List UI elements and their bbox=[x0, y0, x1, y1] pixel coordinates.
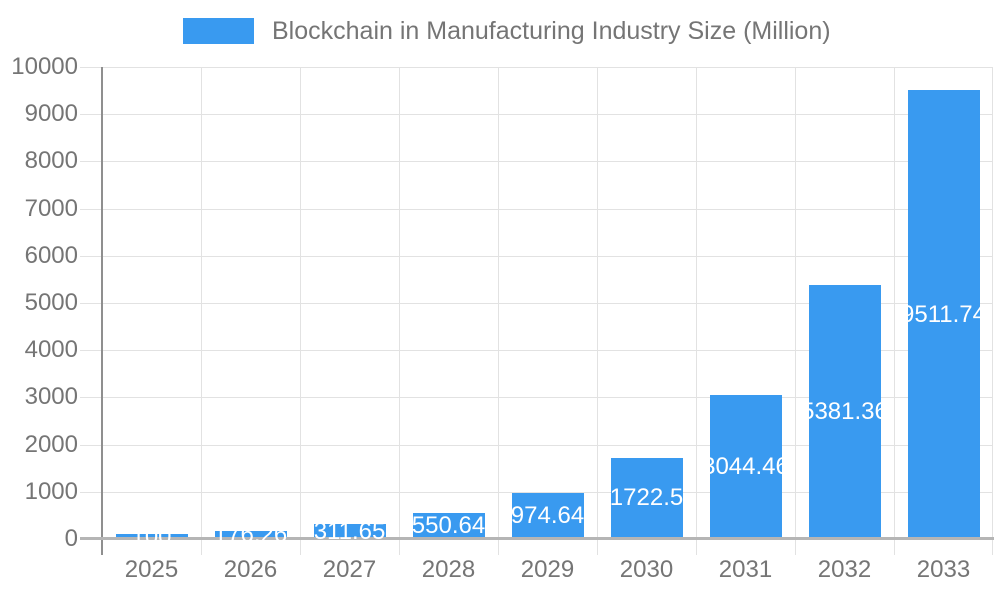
x-tick-label: 2027 bbox=[322, 556, 377, 583]
y-tick-label: 2000 bbox=[24, 430, 78, 458]
h-gridline bbox=[80, 350, 993, 352]
bar[interactable] bbox=[115, 534, 188, 539]
bar[interactable] bbox=[511, 493, 584, 539]
v-gridline bbox=[894, 67, 895, 555]
y-axis-line bbox=[101, 67, 103, 555]
bar-value-label: 1722.5 bbox=[609, 484, 684, 512]
bar-value-label: 550.64 bbox=[411, 512, 486, 539]
y-tick-label: 1000 bbox=[24, 477, 78, 505]
h-gridline bbox=[80, 67, 993, 68]
y-tick-label: 3000 bbox=[24, 383, 78, 411]
legend-swatch-icon[interactable] bbox=[183, 18, 254, 44]
y-tick-label: 6000 bbox=[24, 241, 78, 269]
bar-value-label: 5381.36 bbox=[801, 397, 888, 425]
bar-value-label: 100 bbox=[131, 522, 172, 550]
chart-legend[interactable]: Blockchain in Manufacturing Industry Siz… bbox=[183, 14, 831, 48]
y-tick-label: 5000 bbox=[24, 289, 78, 316]
y-tick-label: 4000 bbox=[24, 336, 78, 364]
h-gridline bbox=[80, 491, 993, 493]
legend-series-label[interactable]: Blockchain in Manufacturing Industry Siz… bbox=[272, 16, 831, 45]
plot-area: 100 176.26 311.65 550.64 974.64 1722.5 3044.46… bbox=[80, 67, 994, 555]
bar[interactable] bbox=[313, 524, 386, 539]
bar[interactable] bbox=[709, 395, 782, 539]
bar[interactable] bbox=[907, 90, 980, 539]
y-tick-label: 8000 bbox=[24, 147, 78, 175]
x-tick-label: 2028 bbox=[421, 556, 476, 583]
v-gridline bbox=[992, 67, 993, 555]
x-tick-label: 2032 bbox=[817, 556, 872, 583]
y-tick-label: 9000 bbox=[24, 100, 78, 128]
x-tick-label: 2031 bbox=[718, 556, 773, 583]
y-tick-label: 7000 bbox=[24, 194, 78, 222]
x-tick-label: 2030 bbox=[619, 556, 674, 583]
v-gridline bbox=[696, 67, 697, 555]
bar[interactable] bbox=[412, 513, 485, 539]
v-gridline bbox=[597, 67, 598, 555]
h-gridline bbox=[80, 208, 993, 210]
bar[interactable] bbox=[808, 285, 881, 539]
bar-value-label: 9511.74 bbox=[901, 300, 986, 328]
bar[interactable] bbox=[214, 530, 287, 539]
v-gridline bbox=[498, 67, 499, 555]
bar-value-label: 974.64 bbox=[510, 501, 585, 529]
x-tick-label: 2026 bbox=[223, 556, 278, 583]
x-axis-line bbox=[80, 537, 994, 540]
v-gridline bbox=[795, 67, 796, 555]
h-gridline bbox=[80, 114, 993, 116]
v-gridline bbox=[300, 67, 301, 555]
h-gridline bbox=[80, 397, 993, 399]
x-tick-label: 2029 bbox=[520, 556, 575, 583]
bar-value-label: 311.65 bbox=[313, 517, 386, 545]
h-gridline bbox=[80, 161, 993, 163]
x-tick-label: 2033 bbox=[916, 556, 971, 583]
bar-value-label: 176.26 bbox=[213, 520, 288, 548]
x-tick-label: 2025 bbox=[124, 556, 179, 583]
h-gridline bbox=[80, 255, 993, 257]
v-gridline bbox=[399, 67, 400, 555]
h-gridline bbox=[80, 444, 993, 446]
v-gridline bbox=[201, 67, 202, 555]
y-tick-label: 10000 bbox=[11, 53, 78, 80]
y-tick-label: 0 bbox=[64, 525, 78, 552]
bar-value-label: 3044.46 bbox=[702, 453, 789, 481]
h-gridline bbox=[80, 303, 993, 304]
bar[interactable] bbox=[610, 457, 683, 539]
